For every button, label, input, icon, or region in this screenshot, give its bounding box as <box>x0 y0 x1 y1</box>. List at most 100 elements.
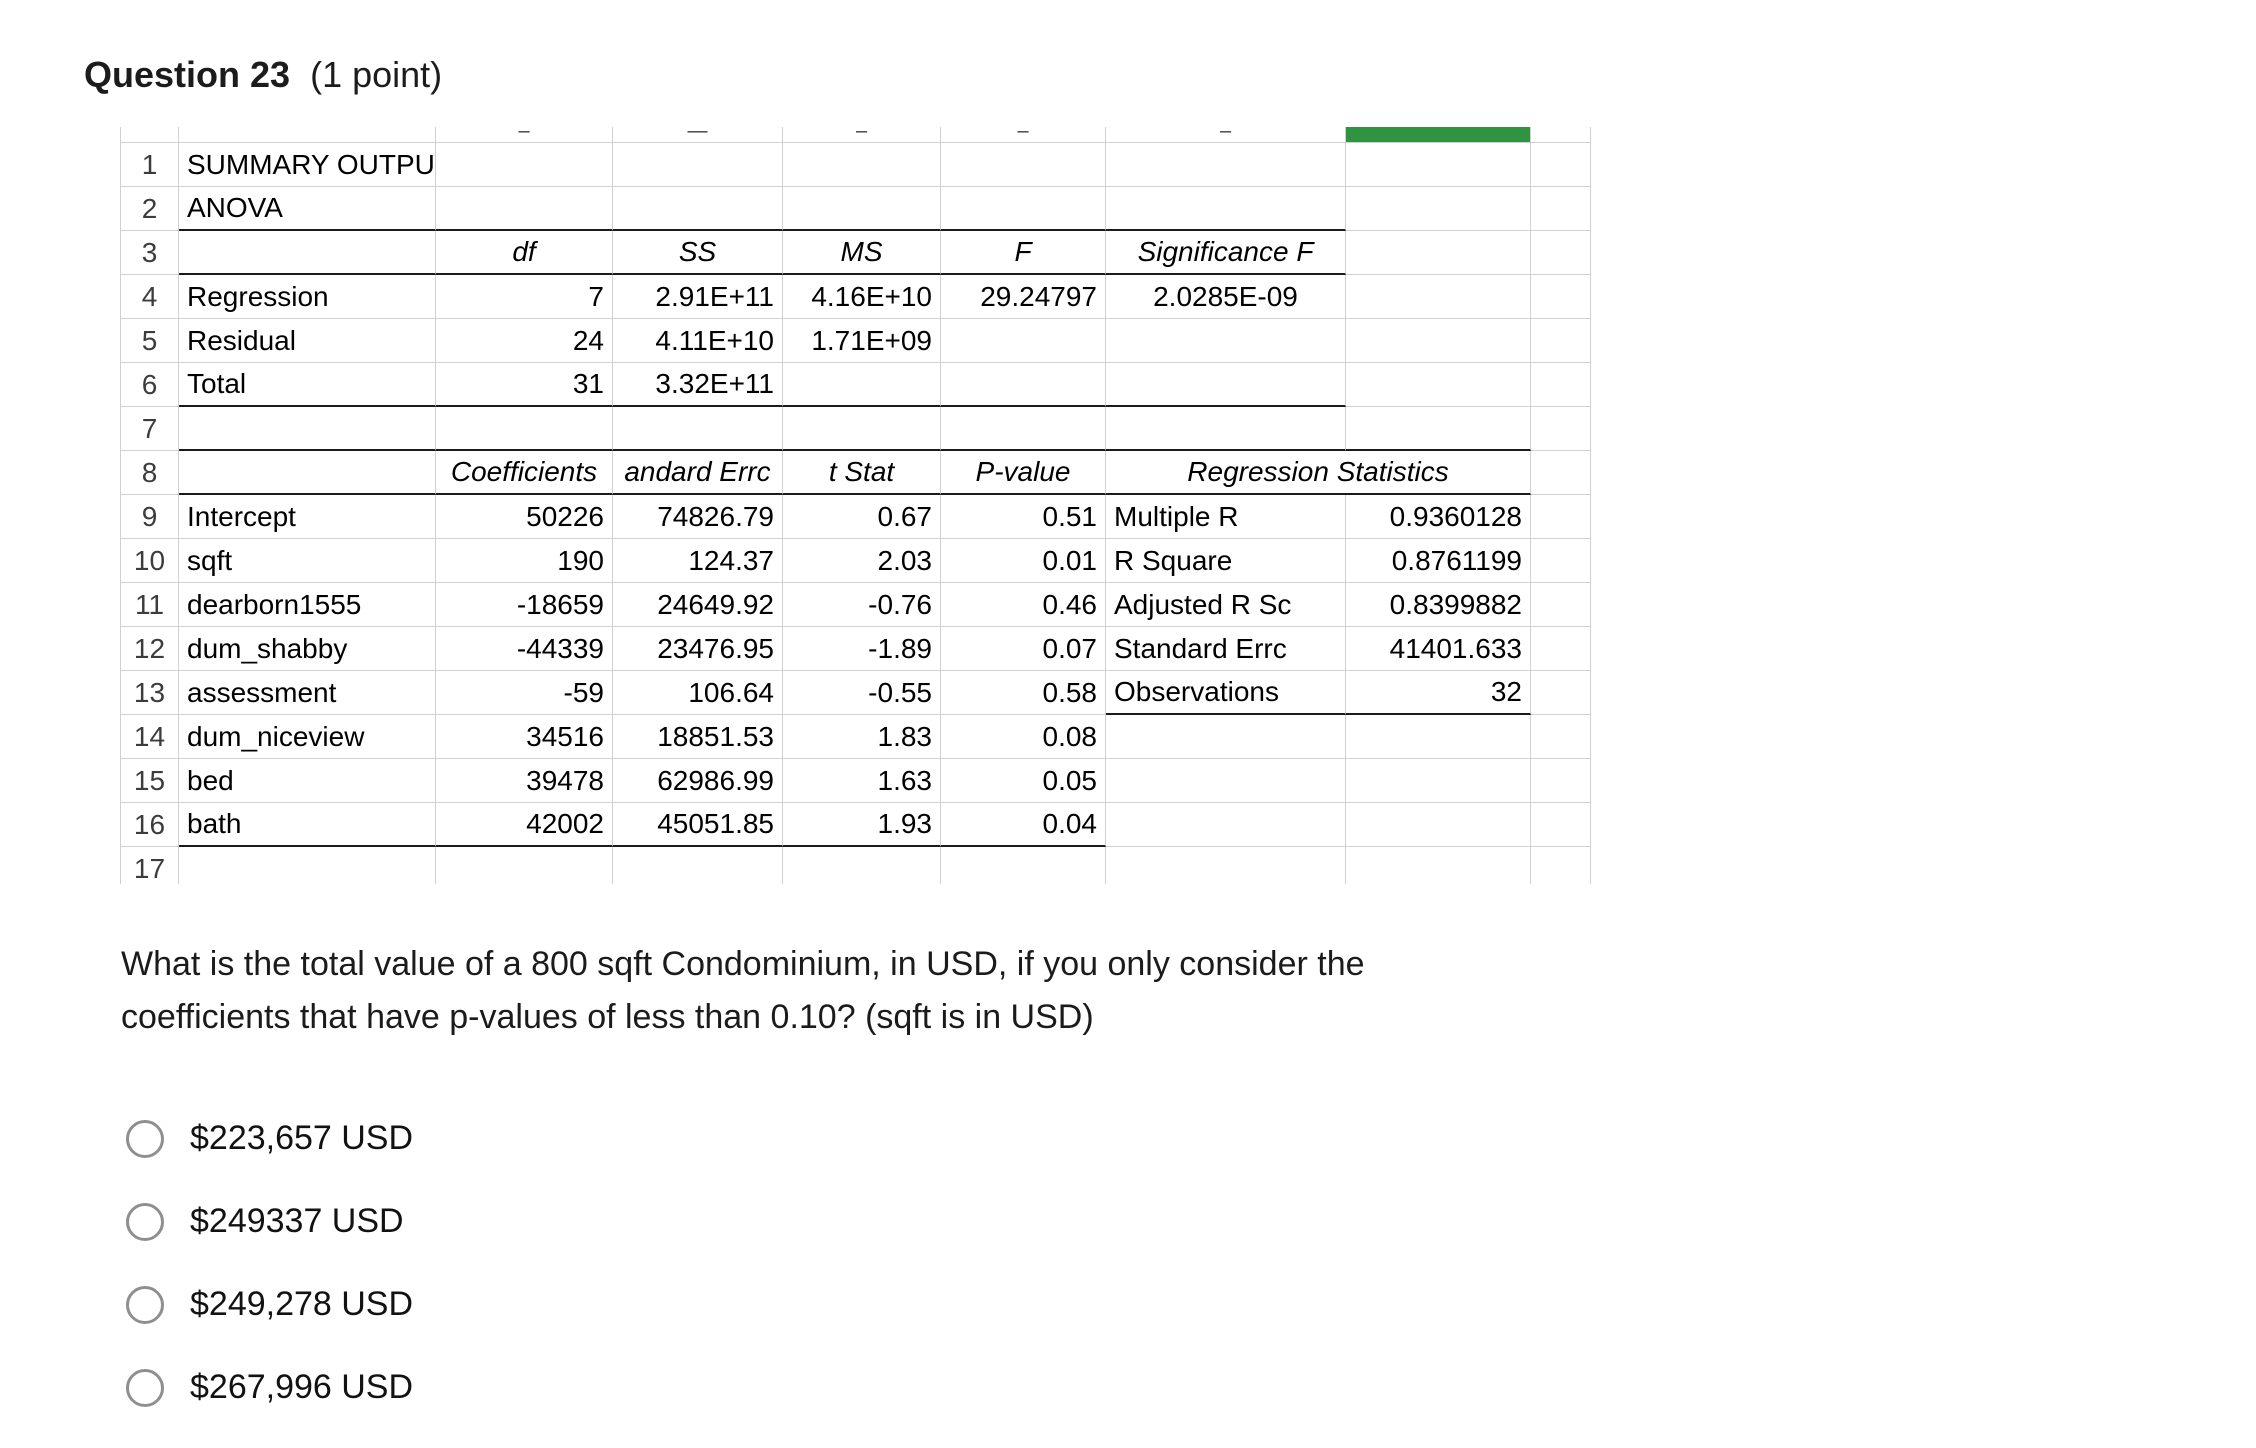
sheet-cell <box>1531 715 1591 759</box>
radio-button-icon[interactable] <box>126 1202 164 1241</box>
answer-option-label: $223,657 USD <box>190 1119 414 1157</box>
sheet-cell: 50226 <box>436 495 613 539</box>
sheet-cell: bath <box>179 803 436 847</box>
answer-option-label: $249337 USD <box>190 1202 404 1240</box>
answer-option[interactable]: $249,278 USD <box>126 1285 413 1324</box>
sheet-cell <box>1531 275 1591 319</box>
sheet-cell: 106.64 <box>613 671 783 715</box>
sheet-cell <box>1531 803 1591 847</box>
sheet-cell <box>1106 187 1346 231</box>
sheet-cell: 1.83 <box>783 715 941 759</box>
question-header: Question 23 (1 point) <box>84 54 442 96</box>
clipped-text-fragment: — <box>613 127 783 143</box>
sheet-cell <box>1531 187 1591 231</box>
row-number: 14 <box>121 715 179 759</box>
sheet-cell <box>1531 363 1591 407</box>
sheet-cell <box>613 187 783 231</box>
sheet-cell <box>1106 363 1346 407</box>
sheet-cell <box>941 363 1106 407</box>
green-fill-cell <box>1346 127 1531 143</box>
sheet-cell: t Stat <box>783 451 941 495</box>
sheet-cell <box>1106 759 1346 803</box>
row-number: 13 <box>121 671 179 715</box>
sheet-cell: SS <box>613 231 783 275</box>
question-prompt: What is the total value of a 800 sqft Co… <box>121 938 1641 1044</box>
sheet-cell: MS <box>783 231 941 275</box>
sheet-cell <box>1106 847 1346 884</box>
sheet-cell <box>941 187 1106 231</box>
sheet-row-11: 11 dearborn1555 -18659 24649.92 -0.76 0.46 Adj… <box>121 583 1591 627</box>
sheet-cell <box>1106 407 1346 451</box>
sheet-cell: bed <box>179 759 436 803</box>
sheet-cell: Regression <box>179 275 436 319</box>
row-number: 7 <box>121 407 179 451</box>
sheet-cell <box>613 847 783 884</box>
clipped-text-fragment: – <box>1106 127 1346 143</box>
sheet-row-17: 17 <box>121 847 1591 884</box>
sheet-cell: sqft <box>179 539 436 583</box>
sheet-cell: 24 <box>436 319 613 363</box>
sheet-cell <box>179 231 436 275</box>
sheet-cell: 0.9360128 <box>1346 495 1531 539</box>
radio-button-icon[interactable] <box>126 1368 164 1407</box>
row-number: 16 <box>121 803 179 847</box>
sheet-cell <box>179 451 436 495</box>
sheet-cell <box>1346 143 1531 187</box>
row-number: 2 <box>121 187 179 231</box>
sheet-cell: 7 <box>436 275 613 319</box>
sheet-cell: P-value <box>941 451 1106 495</box>
sheet-cell <box>783 363 941 407</box>
sheet-row-12: 12 dum_shabby -44339 23476.95 -1.89 0.07 Stand… <box>121 627 1591 671</box>
radio-button-icon[interactable] <box>126 1119 164 1158</box>
sheet-cell: 1.63 <box>783 759 941 803</box>
answer-option-label: $267,996 USD <box>190 1368 414 1406</box>
sheet-row-2: 2 ANOVA <box>121 187 1591 231</box>
sheet-cell <box>941 407 1106 451</box>
sheet-cell: Standard Errc <box>1106 627 1346 671</box>
question-points: (1 point) <box>310 54 443 95</box>
sheet-cell: 0.67 <box>783 495 941 539</box>
sheet-cell: 4.11E+10 <box>613 319 783 363</box>
sheet-row-3: 3 df SS MS F Significance F <box>121 231 1591 275</box>
radio-button-icon[interactable] <box>126 1285 164 1324</box>
sheet-cell <box>783 407 941 451</box>
sheet-cell: 24649.92 <box>613 583 783 627</box>
sheet-cell: 190 <box>436 539 613 583</box>
answer-option[interactable]: $249337 USD <box>126 1202 413 1241</box>
row-number: 15 <box>121 759 179 803</box>
sheet-cell: 41401.633 <box>1346 627 1531 671</box>
clipped-top-row: – — – – – <box>121 127 1591 143</box>
answer-option[interactable]: $223,657 USD <box>126 1119 413 1158</box>
sheet-cell: df <box>436 231 613 275</box>
sheet-cell <box>1346 803 1531 847</box>
sheet-cell <box>179 847 436 884</box>
sheet-cell <box>436 143 613 187</box>
sheet-cell: R Square <box>1106 539 1346 583</box>
sheet-cell <box>1106 715 1346 759</box>
sheet-cell: SUMMARY OUTPUT <box>179 143 436 187</box>
sheet-cell: 1.71E+09 <box>783 319 941 363</box>
sheet-cell: Total <box>179 363 436 407</box>
sheet-cell <box>1531 847 1591 884</box>
sheet-cell: -59 <box>436 671 613 715</box>
sheet-cell <box>1531 127 1591 143</box>
sheet-cell: ANOVA <box>179 187 436 231</box>
sheet-cell: 0.07 <box>941 627 1106 671</box>
sheet-row-8: 8 Coefficients andard Errc t Stat P-value Reg… <box>121 451 1591 495</box>
clipped-text-fragment: – <box>783 127 941 143</box>
sheet-cell <box>1531 495 1591 539</box>
sheet-cell <box>1346 847 1531 884</box>
sheet-cell: Multiple R <box>1106 495 1346 539</box>
question-prompt-line-1: What is the total value of a 800 sqft Co… <box>121 945 1365 983</box>
sheet-cell: dearborn1555 <box>179 583 436 627</box>
sheet-cell <box>613 407 783 451</box>
sheet-cell: 32 <box>1346 671 1531 715</box>
sheet-cell <box>179 407 436 451</box>
sheet-cell <box>1346 187 1531 231</box>
sheet-row-7: 7 <box>121 407 1591 451</box>
question-prompt-line-2: coefficients that have p-values of less … <box>121 998 1094 1036</box>
sheet-cell <box>436 187 613 231</box>
answer-option[interactable]: $267,996 USD <box>126 1368 413 1407</box>
sheet-row-14: 14 dum_niceview 34516 18851.53 1.83 0.08 <box>121 715 1591 759</box>
